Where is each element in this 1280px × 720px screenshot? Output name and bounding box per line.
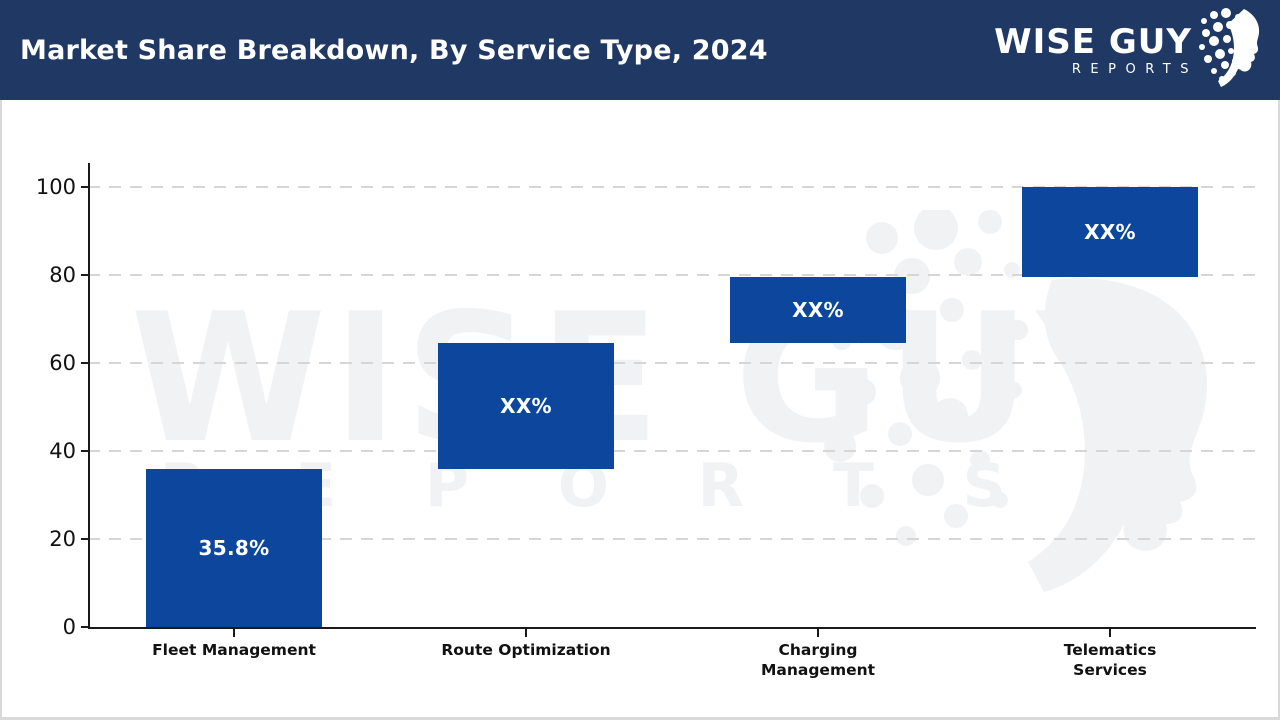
x-category-label-3: Telematics Services [1063,641,1157,679]
page-title: Market Share Breakdown, By Service Type,… [20,34,768,66]
x-tick-1 [525,629,527,637]
gridline-y20 [88,538,1256,540]
x-category-label-2: Charging Management [760,641,876,679]
x-category-label-0: Fleet Management [152,641,316,659]
bar-value-label: 35.8% [198,536,270,561]
logo-face-icon [1194,7,1262,93]
y-tick-100 [81,186,88,188]
x-tick-0 [233,629,235,637]
bar-fleet-management: 35.8% [146,469,322,627]
y-tick-20 [81,538,88,540]
x-tick-3 [1109,629,1111,637]
gridline-y60 [88,362,1256,364]
logo-subtitle: REPORTS [1071,61,1198,77]
gridline-y100 [88,186,1256,188]
logo-wordmark: WISE GUY [994,21,1192,62]
y-tick-80 [81,274,88,276]
x-tick-2 [817,629,819,637]
bar-value-label: XX% [792,298,844,323]
bar-value-label: XX% [500,394,552,419]
logo-text: WISE GUY REPORTS [994,25,1192,76]
x-axis-line [88,627,1256,629]
y-tick-label-80: 80 [49,263,76,287]
gridline-y80 [88,274,1256,276]
bar-charging-management: XX% [730,277,906,344]
y-tick-0 [81,626,88,628]
y-tick-label-20: 20 [49,527,76,551]
y-tick-label-0: 0 [62,615,76,639]
gridline-y40 [88,450,1256,452]
x-category-label-1: Route Optimization [441,641,611,659]
bar-route-optimization: XX% [438,343,614,470]
y-tick-label-60: 60 [49,351,76,375]
y-tick-label-100: 100 [35,175,76,199]
y-tick-60 [81,362,88,364]
y-tick-40 [81,450,88,452]
wise-guy-logo: WISE GUY REPORTS [994,7,1262,93]
header-bar: Market Share Breakdown, By Service Type,… [0,0,1280,100]
bar-telematics-services: XX% [1022,187,1198,278]
bar-value-label: XX% [1084,220,1136,245]
y-axis-line [88,163,90,629]
y-tick-label-40: 40 [49,439,76,463]
